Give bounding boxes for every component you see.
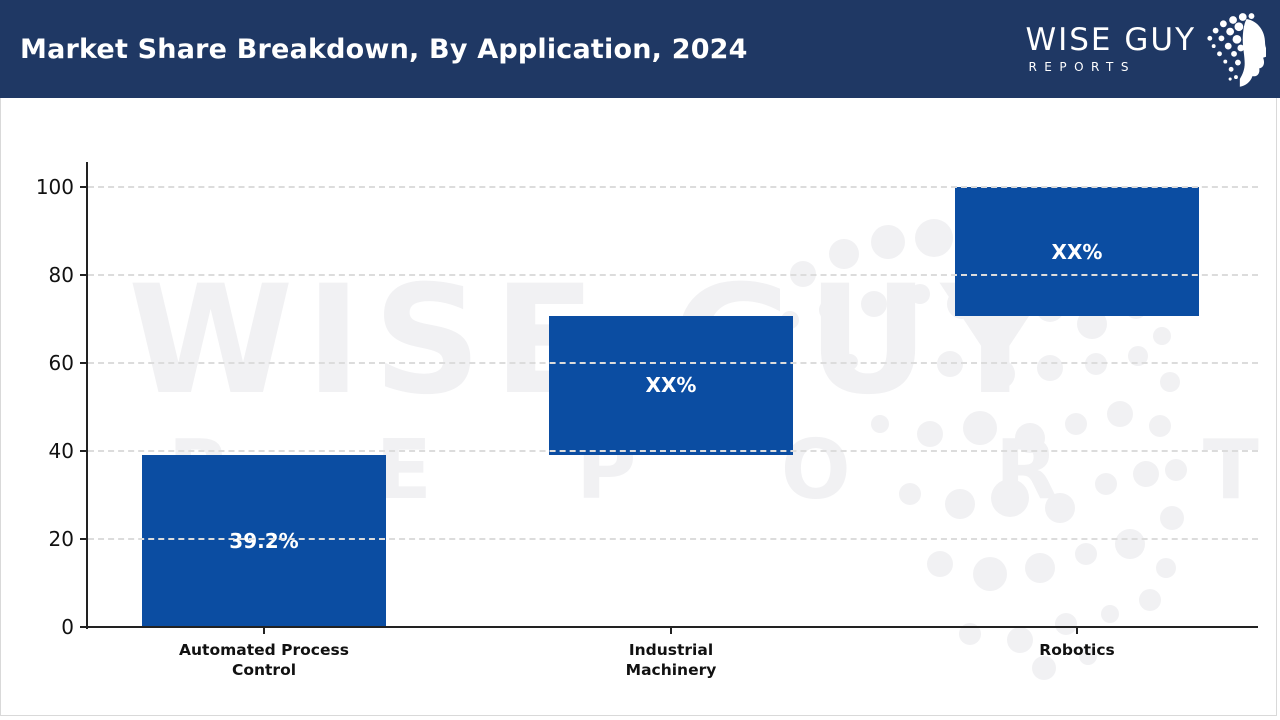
y-axis-tick-label: 100 — [35, 175, 74, 199]
x-tick-mark-automated-process-control — [263, 627, 265, 634]
logo-wordmark-block: WISE GUY REPORTS — [1025, 21, 1196, 74]
y-tick-mark-60 — [80, 362, 88, 364]
bar-robotics: XX% — [955, 187, 1199, 317]
gridline-60 — [88, 362, 1258, 364]
gridline-100 — [88, 186, 1258, 188]
wise-guy-logo: WISE GUY REPORTS — [1025, 11, 1266, 87]
x-axis-label-robotics: Robotics — [1039, 641, 1115, 659]
x-axis-label-industrial-machinery: Industrial Machinery — [625, 641, 717, 679]
y-axis-spine — [86, 162, 88, 629]
header-bar: Market Share Breakdown, By Application, … — [0, 0, 1280, 98]
gridline-80 — [88, 274, 1258, 276]
y-tick-mark-80 — [80, 274, 88, 276]
x-tick-mark-industrial-machinery — [670, 627, 672, 634]
y-axis-tick-label: 40 — [48, 439, 74, 463]
y-axis-tick-label: 80 — [48, 263, 74, 287]
x-axis-label-automated-process-control: Automated Process Control — [179, 641, 349, 679]
logo-head-icon — [1207, 13, 1266, 87]
bar-value-label: 39.2% — [229, 528, 299, 553]
logo-wordmark: WISE GUY — [1025, 21, 1196, 58]
y-tick-mark-0 — [80, 626, 88, 628]
bar-value-label: XX% — [645, 373, 697, 398]
y-tick-mark-100 — [80, 186, 88, 188]
x-axis-spine — [86, 626, 1258, 628]
bar-industrial-machinery: XX% — [549, 316, 793, 455]
y-tick-mark-40 — [80, 450, 88, 452]
y-axis-tick-label: 60 — [48, 351, 74, 375]
x-tick-mark-robotics — [1076, 627, 1078, 634]
y-tick-mark-20 — [80, 538, 88, 540]
gridline-40 — [88, 450, 1258, 452]
bar-value-label: XX% — [1051, 239, 1103, 264]
bar-automated-process-control: 39.2% — [142, 454, 386, 627]
y-axis-tick-label: 20 — [48, 527, 74, 551]
gridline-20 — [88, 538, 1258, 540]
y-axis-tick-label: 0 — [61, 615, 74, 639]
page-title: Market Share Breakdown, By Application, … — [20, 33, 748, 65]
logo-subtext: REPORTS — [1028, 59, 1136, 74]
